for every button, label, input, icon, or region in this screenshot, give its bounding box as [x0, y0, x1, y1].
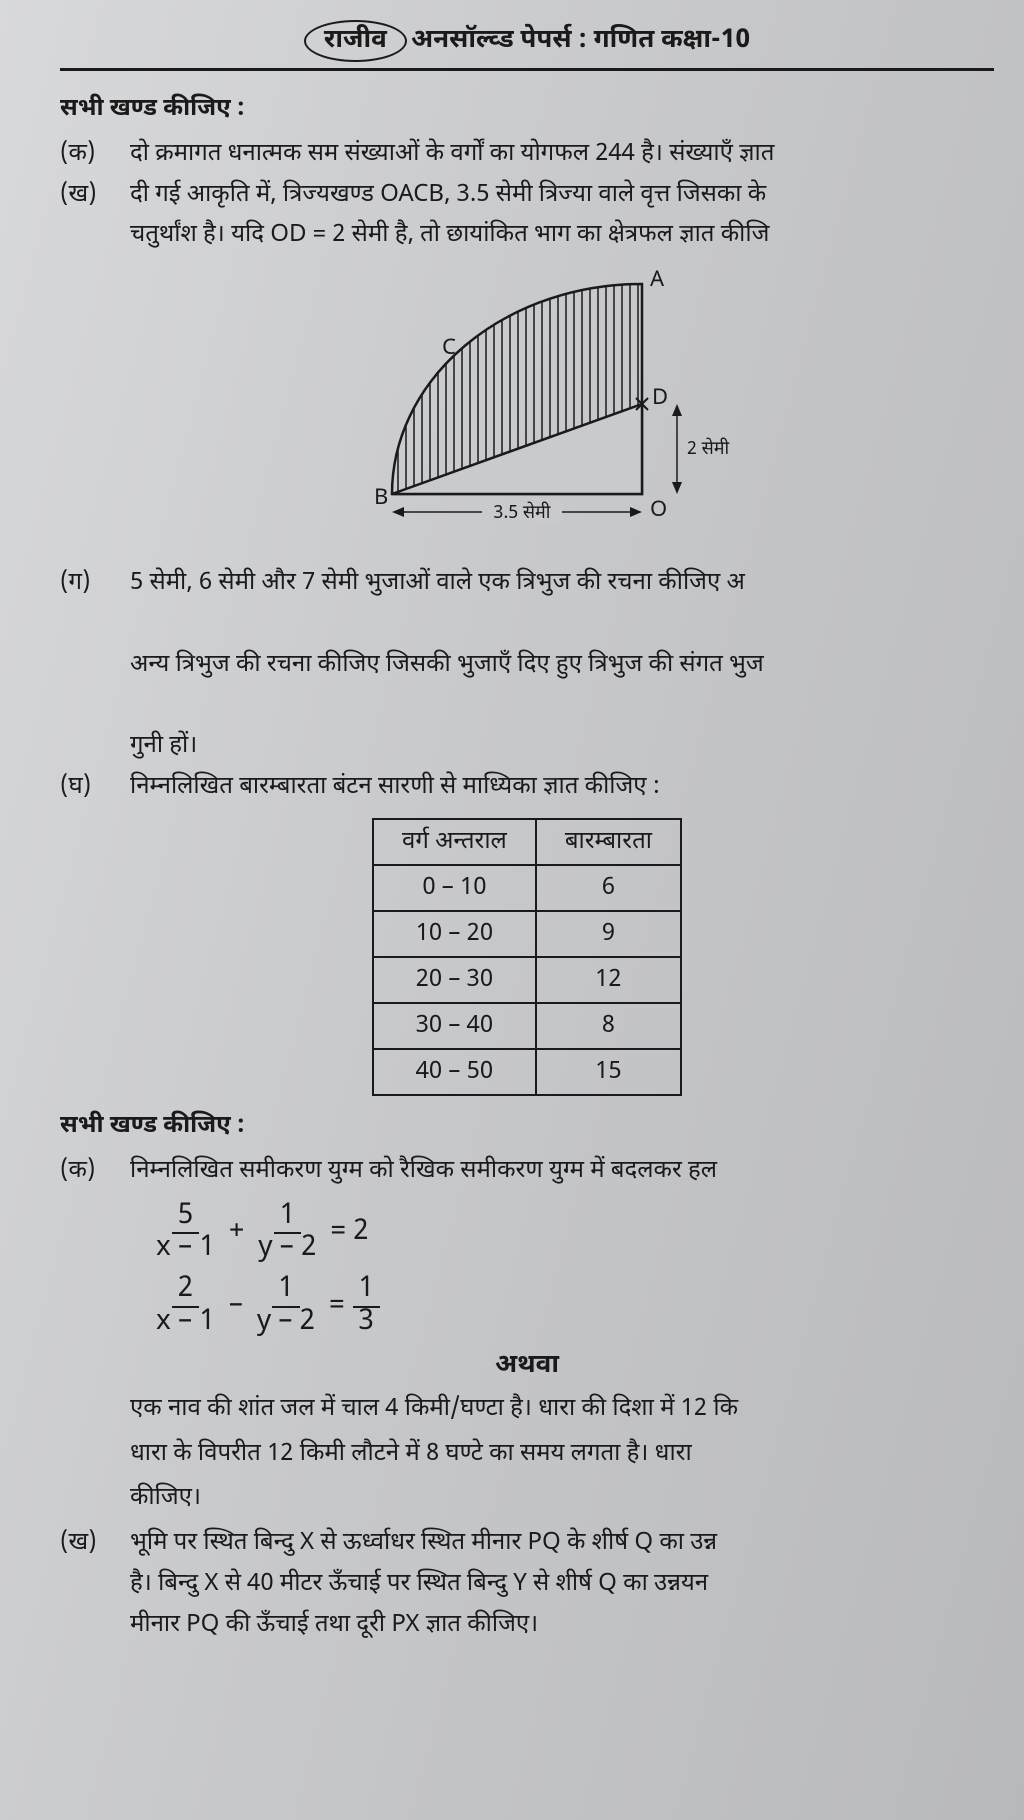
eq1-rhs: = 2 [331, 1215, 369, 1251]
eq2-op1: – [229, 1289, 243, 1325]
cell: 8 [536, 1003, 681, 1049]
table-row: 20 – 3012 [373, 957, 681, 1003]
equation-1: 5 x – 1 + 1 y – 2 = 2 [150, 1202, 994, 1266]
athwa-label: अथवा [60, 1349, 994, 1383]
table-row: 10 – 209 [373, 911, 681, 957]
q-label-ka: (क) [60, 134, 130, 175]
base-label: 3.5 सेमी [494, 501, 551, 526]
th-frequency: बारम्बारता [536, 819, 681, 865]
kha2-line3: मीनार PQ की ऊँचाई तथा दूरी PX ज्ञात कीजि… [130, 1609, 538, 1641]
q2-body-ka: निम्नलिखित समीकरण युग्म को रैखिक समीकरण … [130, 1151, 994, 1192]
section1-instruction: सभी खण्ड कीजिए : [60, 89, 994, 130]
cell: 0 – 10 [373, 865, 536, 911]
ga-line1: 5 सेमी, 6 सेमी और 7 सेमी भुजाओं वाले एक … [130, 567, 745, 599]
q-body-kha: दी गई आकृति में, त्रिज्यखण्ड OACB, 3.5 स… [130, 175, 994, 257]
question-ka: (क) दो क्रमागत धनात्मक सम संख्याओं के वर… [60, 134, 994, 175]
base-arrow-left [392, 507, 404, 517]
eq2-frac3: 1 3 [353, 1275, 380, 1339]
eq1-d2: y – 2 [252, 1234, 322, 1265]
cell: 20 – 30 [373, 957, 536, 1003]
eq2-n2: 1 [272, 1275, 299, 1308]
cell: 40 – 50 [373, 1049, 536, 1095]
question2-kha: (ख) भूमि पर स्थित बिन्दु X से ऊर्ध्वाधर … [60, 1523, 994, 1645]
question2-ka: (क) निम्नलिखित समीकरण युग्म को रैखिक समी… [60, 1151, 994, 1192]
cell: 30 – 40 [373, 1003, 536, 1049]
eq2-d1: x – 1 [150, 1308, 221, 1339]
eq1-op1: + [229, 1215, 244, 1251]
q-body-ga: 5 सेमी, 6 सेमी और 7 सेमी भुजाओं वाले एक … [130, 563, 994, 767]
question-gha: (घ) निम्नलिखित बारम्बारता बंटन सारणी से … [60, 767, 994, 808]
cell: 12 [536, 957, 681, 1003]
eq2-rn: 1 [353, 1275, 380, 1308]
cell: 15 [536, 1049, 681, 1095]
side-label: 2 सेमी [687, 437, 730, 462]
page: राजीव अनसॉल्व्ड पेपर्स : गणित कक्षा-10 स… [0, 0, 1024, 1820]
eq1-frac1: 5 x – 1 [150, 1202, 221, 1266]
alt-line1: एक नाव की शांत जल में चाल 4 किमी/घण्टा ह… [130, 1389, 994, 1430]
kha-line1: दी गई आकृति में, त्रिज्यखण्ड OACB, 3.5 स… [130, 179, 766, 211]
eq1-frac2: 1 y – 2 [252, 1202, 322, 1266]
th-interval: वर्ग अन्तराल [373, 819, 536, 865]
table-row: 30 – 408 [373, 1003, 681, 1049]
eq2-frac2: 1 y – 2 [251, 1275, 321, 1339]
q-label-kha: (ख) [60, 175, 130, 216]
question-kha: (ख) दी गई आकृति में, त्रिज्यखण्ड OACB, 3… [60, 175, 994, 257]
sector-diagram: 3.5 सेमी 2 सेमी A B C D O [322, 264, 732, 544]
label-C: C [442, 334, 456, 363]
label-O: O [650, 496, 667, 525]
page-header: राजीव अनसॉल्व्ड पेपर्स : गणित कक्षा-10 [60, 20, 994, 71]
kha2-line2: है। बिन्दु X से 40 मीटर ऊँचाई पर स्थित ब… [130, 1568, 708, 1600]
eq2-n1: 2 [172, 1275, 199, 1308]
table-row: 0 – 106 [373, 865, 681, 911]
cell: 6 [536, 865, 681, 911]
eq2-rd: 3 [353, 1308, 380, 1339]
table-row: 40 – 5015 [373, 1049, 681, 1095]
base-arrow-right [630, 507, 642, 517]
side-arrow-top [672, 404, 682, 416]
cell: 9 [536, 911, 681, 957]
ga-line2: अन्य त्रिभुज की रचना कीजिए जिसकी भुजाएँ … [130, 649, 764, 681]
eq1-d1: x – 1 [150, 1234, 221, 1265]
q2-label-ka: (क) [60, 1151, 130, 1192]
kha2-line1: भूमि पर स्थित बिन्दु X से ऊर्ध्वाधर स्थि… [130, 1527, 717, 1559]
eq1-n1: 5 [172, 1202, 199, 1235]
section2-instruction: सभी खण्ड कीजिए : [60, 1106, 994, 1147]
label-D: D [652, 384, 668, 413]
label-B: B [374, 484, 388, 513]
equation-2: 2 x – 1 – 1 y – 2 = 1 3 [150, 1275, 994, 1339]
alt-line2: धारा के विपरीत 12 किमी लौटने में 8 घण्टे… [130, 1434, 994, 1475]
side-arrow-bottom [672, 482, 682, 494]
eq1-n2: 1 [274, 1202, 301, 1235]
ga-line3: गुनी हों। [130, 730, 197, 762]
header-oval: राजीव [304, 20, 407, 62]
kha-line2: चतुर्थांश है। यदि OD = 2 सेमी है, तो छाय… [130, 219, 769, 251]
eq2-frac1: 2 x – 1 [150, 1275, 221, 1339]
cell: 10 – 20 [373, 911, 536, 957]
eq2-d2: y – 2 [251, 1308, 321, 1339]
q2-label-kha: (ख) [60, 1523, 130, 1564]
q-label-ga: (ग) [60, 563, 130, 604]
table-header-row: वर्ग अन्तराल बारम्बारता [373, 819, 681, 865]
frequency-table: वर्ग अन्तराल बारम्बारता 0 – 106 10 – 209… [372, 818, 682, 1096]
header-title: अनसॉल्व्ड पेपर्स : गणित कक्षा-10 [411, 24, 750, 58]
q2-body-kha: भूमि पर स्थित बिन्दु X से ऊर्ध्वाधर स्थि… [130, 1523, 994, 1645]
q-body-gha: निम्नलिखित बारम्बारता बंटन सारणी से माध्… [130, 767, 994, 808]
diagram-container: 3.5 सेमी 2 सेमी A B C D O [60, 264, 994, 551]
question-ga: (ग) 5 सेमी, 6 सेमी और 7 सेमी भुजाओं वाले… [60, 563, 994, 767]
eq2-equals: = [329, 1289, 344, 1325]
q-body-ka: दो क्रमागत धनात्मक सम संख्याओं के वर्गों… [130, 134, 994, 175]
q-label-gha: (घ) [60, 767, 130, 808]
alt-line3: कीजिए। [130, 1478, 994, 1519]
label-A: A [650, 266, 665, 295]
